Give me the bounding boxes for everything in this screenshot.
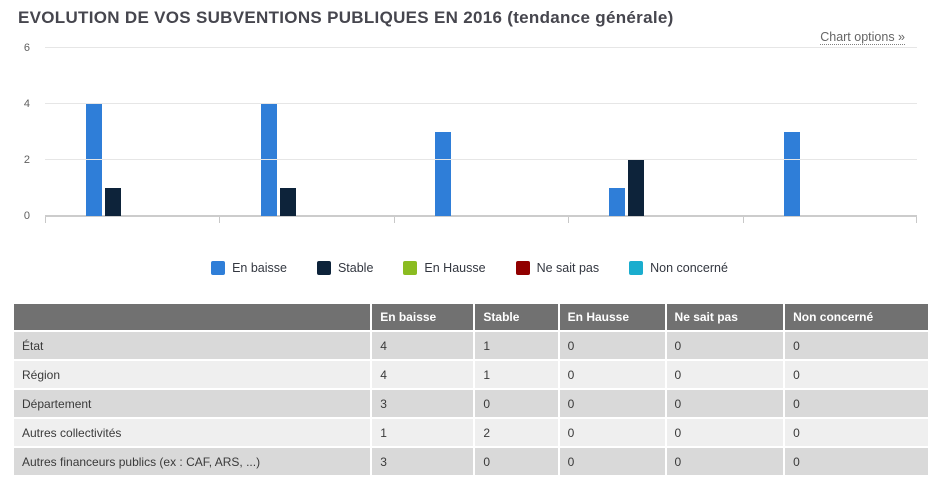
legend-item[interactable]: Non concerné bbox=[629, 261, 728, 275]
gridline bbox=[45, 47, 917, 48]
cell-value: 0 bbox=[475, 390, 558, 417]
column-header: En Hausse bbox=[559, 304, 665, 330]
legend-label: Stable bbox=[337, 261, 374, 275]
cell-value: 4 bbox=[372, 361, 474, 388]
cell-value: 3 bbox=[372, 390, 474, 417]
bar-group bbox=[568, 48, 742, 216]
results-table-wrap: En baisse Stable En Hausse Ne sait pas Non c… bbox=[12, 302, 930, 477]
bar-groups bbox=[45, 48, 917, 216]
y-tick-label: 6 bbox=[23, 42, 30, 54]
x-axis-tick bbox=[393, 217, 395, 223]
bar bbox=[435, 132, 452, 216]
results-table: En baisse Stable En Hausse Ne sait pas Non c… bbox=[12, 302, 930, 477]
bar-group bbox=[219, 48, 393, 216]
results-table-body: État 4 1 0 0 0 Région 4 1 0 0 0 Département 3 0 0 0 0 Autr… bbox=[14, 332, 928, 475]
cell-value: 3 bbox=[372, 448, 474, 475]
cell-value: 0 bbox=[559, 332, 665, 359]
column-header bbox=[14, 304, 371, 330]
legend-item[interactable]: Ne sait pas bbox=[515, 261, 600, 275]
legend-label: Ne sait pas bbox=[536, 261, 600, 275]
table-row: Autres financeurs publics (ex : CAF, ARS… bbox=[14, 448, 928, 475]
row-label: Autres collectivités bbox=[14, 419, 371, 446]
row-label: Autres financeurs publics (ex : CAF, ARS… bbox=[14, 448, 371, 475]
table-row: Région 4 1 0 0 0 bbox=[14, 361, 928, 388]
cell-value: 0 bbox=[559, 361, 665, 388]
cell-value: 0 bbox=[785, 419, 928, 446]
table-row: Autres collectivités 1 2 0 0 0 bbox=[14, 419, 928, 446]
row-label: Département bbox=[14, 390, 371, 417]
x-axis-tick bbox=[45, 217, 46, 223]
legend-swatch-icon bbox=[629, 261, 644, 275]
cell-value: 0 bbox=[785, 390, 928, 417]
bar-group bbox=[45, 48, 219, 216]
y-tick-label: 2 bbox=[23, 154, 30, 166]
plot-area bbox=[45, 47, 917, 223]
x-axis-tick bbox=[219, 217, 221, 223]
legend-swatch-icon bbox=[316, 261, 331, 275]
row-label: État bbox=[14, 332, 371, 359]
column-header: En baisse bbox=[372, 304, 474, 330]
bar-group bbox=[394, 48, 568, 216]
legend-label: En baisse bbox=[232, 261, 287, 275]
legend-label: En Hausse bbox=[424, 261, 486, 275]
cell-value: 0 bbox=[666, 361, 784, 388]
cell-value: 2 bbox=[475, 419, 558, 446]
chart-options-link[interactable]: Chart options » bbox=[820, 30, 905, 45]
y-axis: 0 2 4 6 bbox=[0, 42, 30, 222]
cell-value: 1 bbox=[372, 419, 474, 446]
column-header: Non concerné bbox=[785, 304, 928, 330]
cell-value: 0 bbox=[666, 390, 784, 417]
cell-value: 0 bbox=[785, 448, 928, 475]
table-row: Département 3 0 0 0 0 bbox=[14, 390, 928, 417]
cell-value: 0 bbox=[666, 448, 784, 475]
cell-value: 4 bbox=[372, 332, 474, 359]
legend-swatch-icon bbox=[211, 261, 226, 275]
x-axis-tick bbox=[742, 217, 744, 223]
cell-value: 0 bbox=[666, 332, 784, 359]
gridline bbox=[45, 159, 917, 160]
x-axis-tick bbox=[916, 217, 917, 223]
results-table-head: En baisse Stable En Hausse Ne sait pas Non c… bbox=[14, 304, 928, 330]
legend-swatch-icon bbox=[515, 261, 530, 275]
bar-chart: 0 2 4 6 bbox=[0, 42, 939, 236]
bar bbox=[279, 188, 296, 216]
cell-value: 1 bbox=[475, 361, 558, 388]
gridline bbox=[45, 103, 917, 104]
bar bbox=[260, 104, 277, 216]
legend-label: Non concerné bbox=[650, 261, 728, 275]
bar bbox=[609, 188, 626, 216]
cell-value: 0 bbox=[666, 419, 784, 446]
cell-value: 0 bbox=[785, 332, 928, 359]
row-label: Région bbox=[14, 361, 371, 388]
page-title: EVOLUTION DE VOS SUBVENTIONS PUBLIQUES E… bbox=[18, 8, 674, 27]
legend-swatch-icon bbox=[403, 261, 418, 275]
bar-group bbox=[743, 48, 917, 216]
legend-item[interactable]: En baisse bbox=[211, 261, 287, 275]
bar bbox=[783, 132, 800, 216]
column-header: Ne sait pas bbox=[666, 304, 784, 330]
cell-value: 0 bbox=[475, 448, 558, 475]
y-tick-label: 4 bbox=[23, 98, 30, 110]
chart-legend: En baisse Stable En Hausse Ne sait pas Non c… bbox=[0, 260, 939, 276]
cell-value: 1 bbox=[475, 332, 558, 359]
bar bbox=[86, 104, 103, 216]
legend-item[interactable]: En Hausse bbox=[403, 261, 486, 275]
y-tick-label: 0 bbox=[23, 210, 30, 222]
header-row: En baisse Stable En Hausse Ne sait pas Non c… bbox=[14, 304, 928, 330]
chart-options-row: Chart options » bbox=[0, 29, 905, 45]
cell-value: 0 bbox=[559, 390, 665, 417]
legend-item[interactable]: Stable bbox=[316, 261, 374, 275]
bar bbox=[105, 188, 122, 216]
bar bbox=[628, 160, 645, 216]
table-row: État 4 1 0 0 0 bbox=[14, 332, 928, 359]
cell-value: 0 bbox=[785, 361, 928, 388]
cell-value: 0 bbox=[559, 419, 665, 446]
column-header: Stable bbox=[475, 304, 558, 330]
x-axis-line bbox=[45, 215, 917, 217]
cell-value: 0 bbox=[559, 448, 665, 475]
x-axis-tick bbox=[568, 217, 570, 223]
